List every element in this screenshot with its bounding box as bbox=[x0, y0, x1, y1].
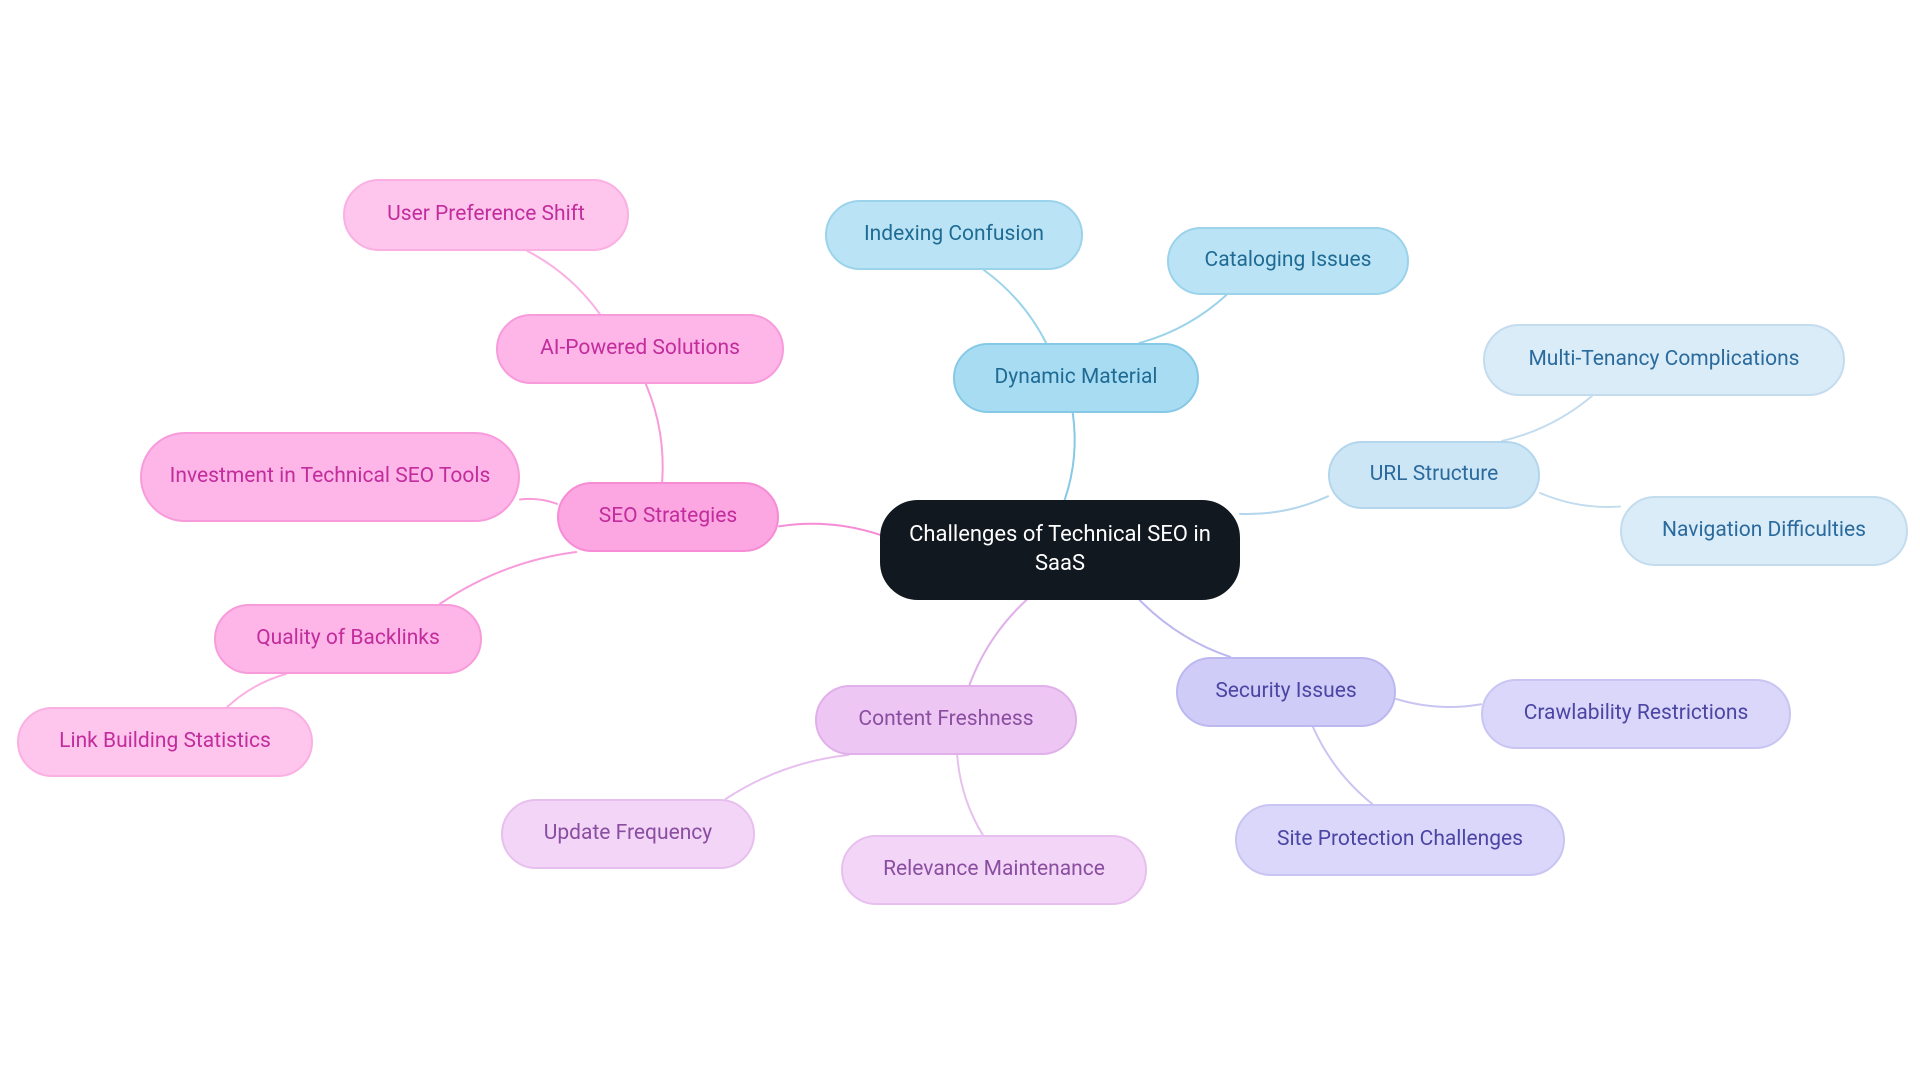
node-label: SEO Strategies bbox=[599, 503, 737, 530]
edge-url-url1 bbox=[1502, 396, 1592, 441]
node-label: Indexing Confusion bbox=[864, 221, 1044, 248]
edge-dyn-dyn1 bbox=[984, 270, 1046, 343]
node-sec: Security Issues bbox=[1176, 657, 1396, 727]
node-label: Content Freshness bbox=[858, 706, 1033, 733]
node-label: Cataloging Issues bbox=[1205, 247, 1372, 274]
node-url: URL Structure bbox=[1328, 441, 1540, 509]
edge-root-dyn bbox=[1065, 413, 1075, 500]
edge-seo-seo_ai bbox=[646, 384, 663, 482]
edge-cf-cf2 bbox=[957, 755, 983, 835]
edge-seo-seo_qb bbox=[440, 552, 576, 604]
mindmap-canvas: Challenges of Technical SEO in SaaS Dynam… bbox=[0, 0, 1920, 1083]
node-label: Investment in Technical SEO Tools bbox=[170, 463, 491, 490]
node-seo_lbs: Link Building Statistics bbox=[17, 707, 313, 777]
edge-root-seo bbox=[779, 524, 880, 535]
node-label: Security Issues bbox=[1215, 678, 1356, 705]
node-root: Challenges of Technical SEO in SaaS bbox=[880, 500, 1240, 600]
node-label: AI-Powered Solutions bbox=[540, 335, 740, 362]
edge-sec-sec1 bbox=[1396, 699, 1481, 707]
node-label: Relevance Maintenance bbox=[883, 856, 1105, 883]
node-label: Navigation Difficulties bbox=[1662, 517, 1866, 544]
node-label: Challenges of Technical SEO in SaaS bbox=[902, 521, 1218, 578]
node-dyn1: Indexing Confusion bbox=[825, 200, 1083, 270]
node-label: Site Protection Challenges bbox=[1277, 826, 1523, 853]
node-seo: SEO Strategies bbox=[557, 482, 779, 552]
node-seo_inv: Investment in Technical SEO Tools bbox=[140, 432, 520, 522]
edge-dyn-dyn2 bbox=[1139, 295, 1226, 343]
node-url2: Navigation Difficulties bbox=[1620, 496, 1908, 566]
edge-root-sec bbox=[1140, 600, 1231, 657]
edge-seo_qb-seo_lbs bbox=[227, 674, 286, 707]
node-seo_qb: Quality of Backlinks bbox=[214, 604, 482, 674]
edge-seo-seo_inv bbox=[520, 499, 557, 504]
edge-cf-cf1 bbox=[726, 755, 849, 799]
node-dyn: Dynamic Material bbox=[953, 343, 1199, 413]
node-label: Crawlability Restrictions bbox=[1524, 700, 1749, 727]
edge-root-url bbox=[1240, 496, 1328, 514]
edge-sec-sec2 bbox=[1313, 727, 1372, 804]
node-label: URL Structure bbox=[1370, 461, 1499, 488]
node-seo_ai: AI-Powered Solutions bbox=[496, 314, 784, 384]
node-cf: Content Freshness bbox=[815, 685, 1077, 755]
node-label: Quality of Backlinks bbox=[256, 625, 440, 652]
node-sec1: Crawlability Restrictions bbox=[1481, 679, 1791, 749]
node-sec2: Site Protection Challenges bbox=[1235, 804, 1565, 876]
node-seo_ups: User Preference Shift bbox=[343, 179, 629, 251]
node-label: Dynamic Material bbox=[995, 364, 1158, 391]
node-dyn2: Cataloging Issues bbox=[1167, 227, 1409, 295]
edge-root-cf bbox=[969, 600, 1026, 685]
node-label: Multi-Tenancy Complications bbox=[1528, 346, 1799, 373]
edge-url-url2 bbox=[1540, 493, 1620, 507]
node-label: User Preference Shift bbox=[387, 201, 585, 228]
edge-seo_ai-seo_ups bbox=[527, 251, 599, 314]
node-url1: Multi-Tenancy Complications bbox=[1483, 324, 1845, 396]
node-label: Link Building Statistics bbox=[59, 728, 271, 755]
node-cf1: Update Frequency bbox=[501, 799, 755, 869]
node-cf2: Relevance Maintenance bbox=[841, 835, 1147, 905]
node-label: Update Frequency bbox=[544, 820, 712, 847]
